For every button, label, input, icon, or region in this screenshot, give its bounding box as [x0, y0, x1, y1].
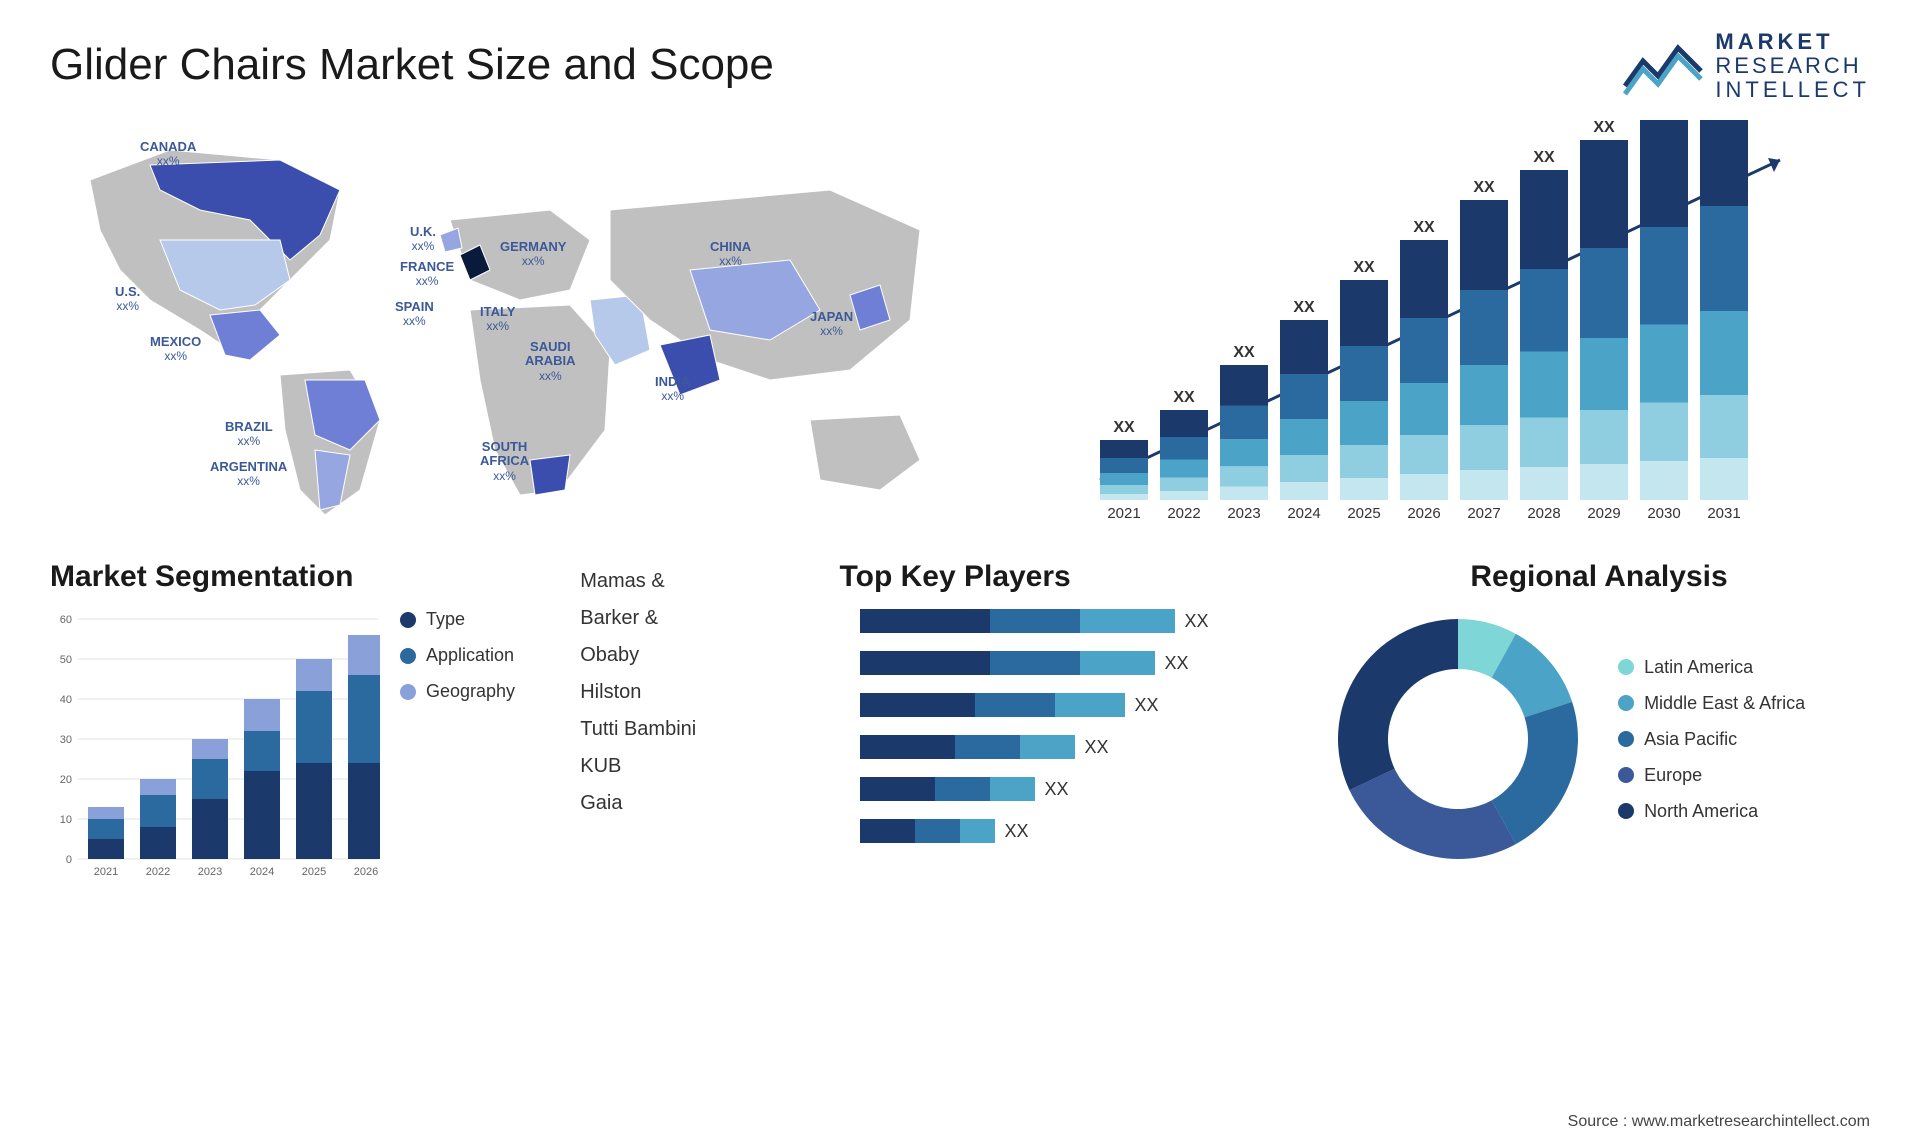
- regions-title: Regional Analysis: [1328, 560, 1870, 594]
- svg-text:XX: XX: [1173, 389, 1195, 406]
- players-names-list: Mamas & Barker & Obaby Hilston Tutti Bambini…: [580, 570, 809, 815]
- player-bar-row: XX: [860, 693, 1299, 717]
- seg-legend-application: Application: [400, 645, 515, 666]
- player-name: Tutti Bambini: [580, 718, 809, 741]
- source-footer: Source : www.marketresearchintellect.com: [1568, 1113, 1870, 1131]
- svg-text:50: 50: [60, 654, 72, 666]
- player-bar-row: XX: [860, 735, 1299, 759]
- region-legend-item: North America: [1618, 801, 1805, 822]
- svg-text:2025: 2025: [1347, 505, 1380, 520]
- map-label-italy: ITALYxx%: [480, 305, 515, 334]
- svg-text:2023: 2023: [1227, 505, 1260, 520]
- segmentation-chart: 0 10 20 30 40 50 60 2021 2022 2023 2024 2025 2026: [50, 609, 380, 889]
- player-name: Gaia: [580, 792, 809, 815]
- player-bar-row: XX: [860, 777, 1299, 801]
- svg-text:2023: 2023: [198, 866, 222, 878]
- svg-text:2026: 2026: [354, 866, 378, 878]
- svg-text:XX: XX: [1533, 149, 1555, 166]
- map-label-france: FRANCExx%: [400, 260, 454, 289]
- world-map: CANADAxx% U.S.xx% MEXICOxx% BRAZILxx% ARGENT…: [50, 120, 970, 520]
- svg-text:XX: XX: [1113, 419, 1135, 436]
- region-legend-item: Asia Pacific: [1618, 729, 1805, 750]
- svg-text:40: 40: [60, 694, 72, 706]
- svg-text:XX: XX: [1413, 219, 1435, 236]
- region-legend-item: Latin America: [1618, 657, 1805, 678]
- svg-text:XX: XX: [1593, 120, 1615, 136]
- regions-donut-chart: [1328, 609, 1588, 869]
- svg-text:2031: 2031: [1707, 505, 1740, 520]
- player-name: KUB: [580, 755, 809, 778]
- svg-text:2022: 2022: [1167, 505, 1200, 520]
- map-label-brazil: BRAZILxx%: [225, 420, 273, 449]
- svg-text:60: 60: [60, 614, 72, 626]
- segmentation-legend: Type Application Geography: [400, 609, 515, 889]
- player-name: Barker &: [580, 607, 809, 630]
- player-name: Hilston: [580, 681, 809, 704]
- svg-text:2024: 2024: [250, 866, 274, 878]
- map-label-china: CHINAxx%: [710, 240, 751, 269]
- svg-text:30: 30: [60, 734, 72, 746]
- map-label-japan: JAPANxx%: [810, 310, 853, 339]
- player-name: Mamas &: [580, 570, 809, 593]
- svg-text:2025: 2025: [302, 866, 326, 878]
- seg-legend-type: Type: [400, 609, 515, 630]
- logo-text-2: RESEARCH: [1715, 54, 1870, 78]
- map-label-uk: U.K.xx%: [410, 225, 436, 254]
- svg-text:0: 0: [66, 854, 72, 866]
- svg-text:2026: 2026: [1407, 505, 1440, 520]
- svg-text:20: 20: [60, 774, 72, 786]
- svg-text:2021: 2021: [94, 866, 118, 878]
- page-title: Glider Chairs Market Size and Scope: [50, 40, 1870, 90]
- players-title: Top Key Players: [840, 560, 1299, 594]
- map-label-mexico: MEXICOxx%: [150, 335, 201, 364]
- map-label-southafrica: SOUTHAFRICAxx%: [480, 440, 529, 483]
- map-label-germany: GERMANYxx%: [500, 240, 566, 269]
- map-label-us: U.S.xx%: [115, 285, 140, 314]
- growth-bar-chart: XX 2021 XX 2022 XX 2023 XX 2024 XX 2025 XX 2026 XX 20…: [1010, 120, 1870, 520]
- regions-legend: Latin America Middle East & Africa Asia Pa…: [1618, 657, 1805, 822]
- svg-text:2024: 2024: [1287, 505, 1320, 520]
- svg-text:2028: 2028: [1527, 505, 1560, 520]
- svg-text:2022: 2022: [146, 866, 170, 878]
- segmentation-title: Market Segmentation: [50, 560, 550, 594]
- svg-text:XX: XX: [1353, 259, 1375, 276]
- svg-text:2030: 2030: [1647, 505, 1680, 520]
- map-label-argentina: ARGENTINAxx%: [210, 460, 287, 489]
- brand-logo: MARKET RESEARCH INTELLECT: [1623, 30, 1870, 103]
- player-bar-row: XX: [860, 819, 1299, 843]
- logo-text-1: MARKET: [1715, 30, 1870, 54]
- map-label-canada: CANADAxx%: [140, 140, 196, 169]
- svg-text:XX: XX: [1473, 179, 1495, 196]
- player-bar-row: XX: [860, 651, 1299, 675]
- svg-text:10: 10: [60, 814, 72, 826]
- players-bar-chart: XX XX XX XX XX XX: [860, 609, 1299, 843]
- player-name: Obaby: [580, 644, 809, 667]
- svg-text:2027: 2027: [1467, 505, 1500, 520]
- map-label-saudiarabia: SAUDIARABIAxx%: [525, 340, 576, 383]
- player-bar-row: XX: [860, 609, 1299, 633]
- svg-text:2029: 2029: [1587, 505, 1620, 520]
- logo-icon: [1623, 36, 1703, 96]
- region-legend-item: Europe: [1618, 765, 1805, 786]
- svg-text:XX: XX: [1293, 299, 1315, 316]
- svg-text:XX: XX: [1233, 344, 1255, 361]
- map-label-india: INDIAxx%: [655, 375, 690, 404]
- logo-text-3: INTELLECT: [1715, 78, 1870, 102]
- map-label-spain: SPAINxx%: [395, 300, 434, 329]
- region-legend-item: Middle East & Africa: [1618, 693, 1805, 714]
- svg-text:2021: 2021: [1107, 505, 1140, 520]
- seg-legend-geography: Geography: [400, 681, 515, 702]
